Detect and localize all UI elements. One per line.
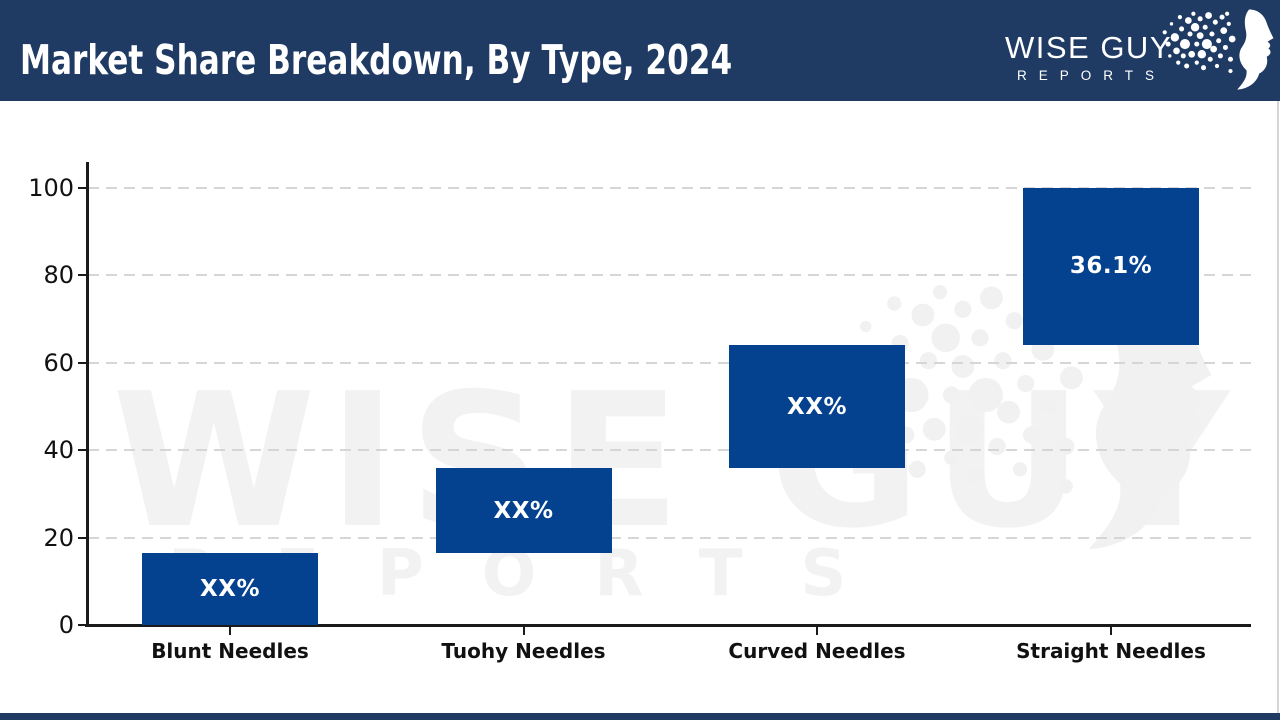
y-tick-label-40: 40 <box>43 436 74 464</box>
x-category-label-tuohy-needles: Tuohy Needles <box>441 639 606 663</box>
bar-value-label-blunt-needles: XX% <box>199 576 260 603</box>
logo-wordmark-block: WISE GUY REPORTS <box>1004 30 1172 84</box>
y-tick-mark-80 <box>78 274 86 276</box>
watermark-wordmark: WISE GUY <box>112 353 1241 569</box>
bar-value-label-straight-needles: 36.1% <box>1069 253 1153 280</box>
bar-value-label-tuohy-needles: XX% <box>493 497 554 524</box>
logo-wordmark: WISE GUY <box>1004 30 1172 65</box>
bar-segment-curved-needles: XX% <box>729 345 905 469</box>
x-category-label-straight-needles: Straight Needles <box>1016 639 1206 663</box>
y-axis-spine <box>86 162 89 627</box>
y-tick-label-0: 0 <box>58 611 74 639</box>
x-tick-mark-tuohy-needles <box>522 627 525 635</box>
bar-value-label-curved-needles: XX% <box>786 393 847 420</box>
wise-guy-reports-logo: WISE GUY REPORTS <box>1005 7 1276 93</box>
x-tick-mark-blunt-needles <box>229 627 231 635</box>
page-title: Market Share Breakdown, By Type, 2024 <box>20 36 733 84</box>
y-tick-label-80: 80 <box>43 261 74 289</box>
footer-strip <box>0 713 1280 720</box>
x-axis-line <box>85 624 1251 627</box>
logo-face-dots-icon <box>1162 9 1274 90</box>
y-tick-mark-100 <box>78 186 86 189</box>
x-tick-mark-straight-needles <box>1110 627 1112 635</box>
y-tick-mark-40 <box>78 449 86 451</box>
bar-segment-tuohy-needles: XX% <box>435 468 612 554</box>
gridline-40 <box>88 449 1251 451</box>
y-tick-mark-0 <box>78 624 86 626</box>
gridline-20 <box>88 536 1251 539</box>
logo-subtitle: REPORTS <box>1016 68 1166 83</box>
y-tick-label-100: 100 <box>28 173 74 202</box>
y-tick-mark-20 <box>78 536 86 539</box>
bar-segment-straight-needles: 36.1% <box>1023 187 1199 346</box>
page-right-border <box>1277 101 1279 713</box>
gridline-80 <box>88 274 1251 276</box>
header-bar: Market Share Breakdown, By Type, 2024 WI… <box>0 0 1280 101</box>
y-tick-label-20: 20 <box>43 523 74 552</box>
gridline-100 <box>88 186 1251 189</box>
gridline-60 <box>88 361 1251 364</box>
bar-segment-blunt-needles: XX% <box>142 553 318 625</box>
y-tick-mark-60 <box>78 361 86 364</box>
x-category-label-curved-needles: Curved Needles <box>728 639 906 663</box>
y-tick-label-60: 60 <box>43 348 74 377</box>
x-tick-mark-curved-needles <box>816 627 818 635</box>
x-category-label-blunt-needles: Blunt Needles <box>151 639 309 663</box>
